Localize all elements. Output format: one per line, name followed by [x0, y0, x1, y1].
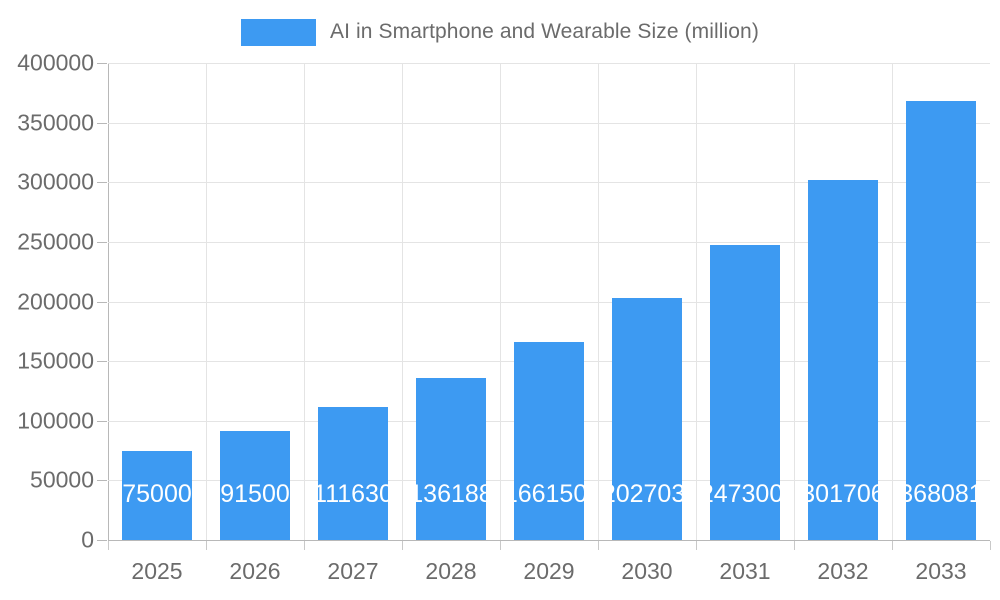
bar[interactable] — [121, 450, 193, 540]
gridline-vertical — [500, 63, 501, 540]
y-axis-tick-mark — [97, 480, 107, 482]
y-axis-tick-label: 0 — [81, 526, 94, 553]
x-axis-tick-mark — [794, 541, 795, 550]
y-axis-tick-mark — [97, 122, 107, 124]
gridline-vertical — [598, 63, 599, 540]
x-axis-line — [108, 540, 990, 541]
gridline-horizontal — [108, 182, 990, 184]
gridline-vertical — [304, 63, 305, 540]
bar[interactable] — [807, 180, 879, 540]
x-axis-tick-mark — [892, 541, 893, 550]
x-axis-tick-label: 2030 — [621, 558, 673, 584]
y-axis-tick-label: 300000 — [17, 168, 94, 195]
bar[interactable] — [905, 101, 977, 540]
bar[interactable] — [513, 341, 585, 540]
gridline-horizontal — [108, 301, 990, 303]
gridline-vertical — [206, 63, 207, 540]
y-axis-tick-mark — [97, 361, 107, 363]
gridline-vertical — [402, 63, 403, 540]
x-axis-tick-mark — [206, 541, 207, 550]
y-axis-tick-label: 200000 — [17, 288, 94, 314]
y-axis-tick-mark — [97, 63, 107, 64]
bar[interactable] — [317, 406, 389, 540]
x-axis-tick-mark — [990, 541, 991, 550]
gridline-vertical — [892, 63, 893, 540]
x-axis-tick-label: 2025 — [131, 558, 183, 584]
x-axis-tick-label: 2031 — [719, 558, 771, 584]
y-axis-tick-label: 150000 — [17, 347, 94, 374]
gridline-horizontal — [108, 63, 990, 64]
y-axis-tick-label: 350000 — [17, 109, 94, 136]
gridline-vertical — [794, 63, 795, 540]
x-axis-tick-label: 2029 — [523, 558, 575, 584]
x-axis-tick-mark — [696, 541, 697, 550]
x-axis-tick-label: 2027 — [327, 558, 379, 584]
bar[interactable] — [611, 298, 683, 540]
y-axis-tick-mark — [97, 540, 107, 541]
y-axis-tick-mark — [97, 241, 107, 243]
bar[interactable] — [219, 430, 291, 540]
x-axis-tick-mark — [598, 541, 599, 550]
chart-legend[interactable]: AI in Smartphone and Wearable Size (mill… — [0, 14, 1000, 50]
gridline-horizontal — [108, 241, 990, 243]
gridline-vertical — [696, 63, 697, 540]
gridline-horizontal — [108, 122, 990, 124]
x-axis-tick-mark — [304, 541, 305, 550]
y-axis-tick-label: 400000 — [17, 49, 94, 76]
y-axis-tick-mark — [97, 182, 107, 184]
y-axis-tick-mark — [97, 420, 107, 422]
x-axis-tick-label: 2033 — [915, 558, 967, 584]
legend-color-swatch[interactable] — [241, 18, 317, 46]
y-axis-tick-mark — [97, 301, 107, 303]
y-axis-tick-label: 100000 — [17, 407, 94, 434]
x-axis-tick-label: 2032 — [817, 558, 869, 584]
y-axis-tick-label: 250000 — [17, 228, 94, 255]
legend-label: AI in Smartphone and Wearable Size (mill… — [330, 20, 759, 43]
x-axis-tick-label: 2028 — [425, 558, 477, 584]
x-axis-tick-mark — [500, 541, 501, 550]
x-axis-tick-mark — [108, 541, 109, 550]
bar[interactable] — [415, 377, 487, 540]
x-axis-tick-mark — [402, 541, 403, 550]
y-axis-tick-label: 50000 — [30, 466, 94, 493]
bar[interactable] — [709, 245, 781, 540]
x-axis-tick-label: 2026 — [229, 558, 281, 584]
